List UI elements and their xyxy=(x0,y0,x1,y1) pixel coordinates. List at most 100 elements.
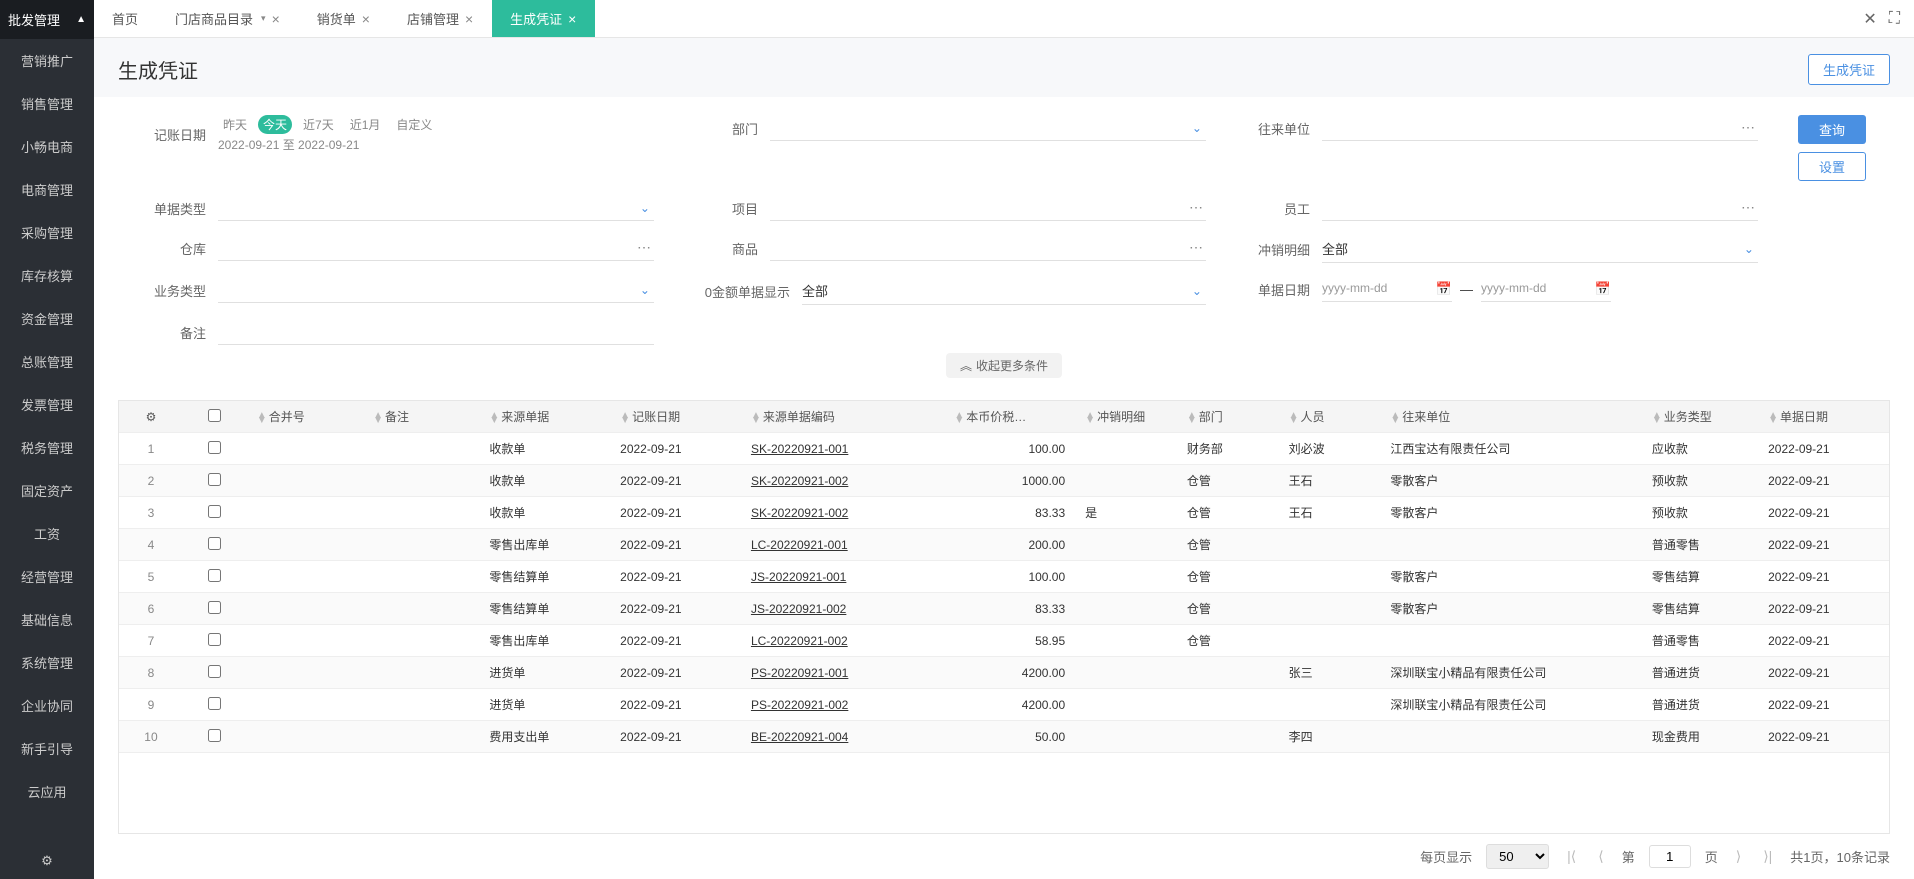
source-doc-code-link[interactable]: SK-20220921-002 xyxy=(751,474,848,488)
row-checkbox[interactable] xyxy=(208,473,221,486)
source-doc-code-link[interactable]: SK-20220921-002 xyxy=(751,506,848,520)
product-select[interactable]: ⋯ xyxy=(770,235,1206,261)
column-header[interactable]: ▲▼来源单据编码 xyxy=(741,401,944,433)
source-doc-code-link[interactable]: PS-20220921-002 xyxy=(751,698,848,712)
department-select[interactable]: ⌄ xyxy=(770,115,1206,141)
source-doc-code-link[interactable]: LC-20220921-002 xyxy=(751,634,848,648)
sidebar-item[interactable]: 工资 xyxy=(0,512,94,555)
source-doc-code-link[interactable]: LC-20220921-001 xyxy=(751,538,848,552)
close-tab-icon[interactable]: × xyxy=(568,11,576,27)
collapse-filters-button[interactable]: ︽ 收起更多条件 xyxy=(946,353,1062,378)
date-range-tag[interactable]: 近7天 xyxy=(298,115,339,134)
sidebar-item[interactable]: 总账管理 xyxy=(0,340,94,383)
row-checkbox[interactable] xyxy=(208,729,221,742)
source-doc-code-link[interactable]: BE-20220921-004 xyxy=(751,730,848,744)
sidebar-category-header[interactable]: 批发管理 ▲ xyxy=(0,0,94,39)
tab[interactable]: 生成凭证× xyxy=(492,0,595,37)
row-checkbox[interactable] xyxy=(208,601,221,614)
settings-gear-icon[interactable]: ⚙ xyxy=(0,843,94,879)
row-checkbox[interactable] xyxy=(208,697,221,710)
source-doc-code-link[interactable]: JS-20220921-002 xyxy=(751,602,846,616)
source-doc-code-link[interactable]: PS-20220921-001 xyxy=(751,666,848,680)
fullscreen-icon[interactable]: ⛶ xyxy=(1889,10,1900,28)
close-tab-icon[interactable]: × xyxy=(362,11,370,27)
partner-select[interactable]: ⋯ xyxy=(1322,115,1758,141)
column-header[interactable]: ▲▼来源单据 xyxy=(479,401,610,433)
prev-page-button[interactable]: ⟨ xyxy=(1594,848,1607,865)
sidebar-item[interactable]: 基础信息 xyxy=(0,598,94,641)
project-select[interactable]: ⋯ xyxy=(770,195,1206,221)
writeoff-select[interactable]: 全部⌄ xyxy=(1322,235,1758,263)
sidebar-item[interactable]: 销售管理 xyxy=(0,82,94,125)
tab[interactable]: 店铺管理× xyxy=(389,0,492,37)
doc-date-from-input[interactable]: yyyy-mm-dd📅 xyxy=(1322,277,1452,302)
date-range-tag[interactable]: 昨天 xyxy=(218,115,252,134)
sidebar-item[interactable]: 营销推广 xyxy=(0,39,94,82)
setup-button[interactable]: 设置 xyxy=(1798,152,1866,181)
close-tab-icon[interactable]: × xyxy=(465,11,473,27)
column-header[interactable]: ▲▼人员 xyxy=(1279,401,1381,433)
column-header[interactable]: ▲▼记账日期 xyxy=(610,401,741,433)
source-doc-code-link[interactable]: SK-20220921-001 xyxy=(751,442,848,456)
column-header[interactable]: ▲▼冲销明细 xyxy=(1075,401,1177,433)
sidebar-item[interactable]: 库存核算 xyxy=(0,254,94,297)
sidebar-item[interactable]: 企业协同 xyxy=(0,684,94,727)
tab[interactable]: 首页 xyxy=(94,0,157,37)
sidebar-item[interactable]: 发票管理 xyxy=(0,383,94,426)
tab[interactable]: 门店商品目录▾× xyxy=(157,0,299,37)
gear-icon[interactable]: ⚙ xyxy=(146,410,157,424)
date-range-tag[interactable]: 今天 xyxy=(258,115,292,134)
amount-cell: 100.00 xyxy=(944,433,1075,465)
warehouse-select[interactable]: ⋯ xyxy=(218,235,654,261)
sidebar-item[interactable]: 资金管理 xyxy=(0,297,94,340)
page-number-input[interactable] xyxy=(1649,845,1691,868)
partner-cell: 江西宝达有限责任公司 xyxy=(1380,433,1642,465)
doc-date-to-input[interactable]: yyyy-mm-dd📅 xyxy=(1481,277,1611,302)
date-range-tag[interactable]: 近1月 xyxy=(345,115,386,134)
row-checkbox[interactable] xyxy=(208,665,221,678)
generate-voucher-button[interactable]: 生成凭证 xyxy=(1808,54,1890,85)
remark-input[interactable] xyxy=(218,319,654,345)
sidebar-item[interactable]: 小畅电商 xyxy=(0,125,94,168)
row-number: 1 xyxy=(119,433,183,465)
row-checkbox[interactable] xyxy=(208,441,221,454)
column-header[interactable]: ▲▼合并号 xyxy=(247,401,363,433)
query-button[interactable]: 查询 xyxy=(1798,115,1866,144)
last-page-button[interactable]: ⟩| xyxy=(1759,848,1776,865)
biz-type-select[interactable]: ⌄ xyxy=(218,277,654,303)
zero-amount-select[interactable]: 全部⌄ xyxy=(802,277,1206,305)
column-header[interactable]: ▲▼单据日期 xyxy=(1758,401,1889,433)
sidebar-item[interactable]: 云应用 xyxy=(0,770,94,813)
sidebar-item[interactable]: 经营管理 xyxy=(0,555,94,598)
employee-select[interactable]: ⋯ xyxy=(1322,195,1758,221)
table-row: 5零售结算单2022-09-21JS-20220921-001100.00仓管零… xyxy=(119,561,1889,593)
first-page-button[interactable]: |⟨ xyxy=(1563,848,1580,865)
row-checkbox[interactable] xyxy=(208,505,221,518)
sidebar-item[interactable]: 固定资产 xyxy=(0,469,94,512)
column-header[interactable]: ▲▼本币价税… xyxy=(944,401,1075,433)
doc-date-cell: 2022-09-21 xyxy=(1758,497,1889,529)
per-page-select[interactable]: 50 xyxy=(1486,844,1549,869)
column-header[interactable]: ▲▼部门 xyxy=(1177,401,1279,433)
source-doc-code-link[interactable]: JS-20220921-001 xyxy=(751,570,846,584)
person-cell xyxy=(1279,625,1381,657)
date-range-tag[interactable]: 自定义 xyxy=(391,115,437,134)
close-all-tabs-icon[interactable]: ✕ xyxy=(1863,9,1876,29)
sidebar-item[interactable]: 系统管理 xyxy=(0,641,94,684)
next-page-button[interactable]: ⟩ xyxy=(1732,848,1745,865)
tab[interactable]: 销货单× xyxy=(299,0,389,37)
select-all-checkbox[interactable] xyxy=(208,409,221,422)
column-header[interactable]: ▲▼业务类型 xyxy=(1642,401,1758,433)
sidebar-item[interactable]: 税务管理 xyxy=(0,426,94,469)
row-checkbox[interactable] xyxy=(208,537,221,550)
column-header[interactable]: ▲▼备注 xyxy=(363,401,479,433)
doc-type-select[interactable]: ⌄ xyxy=(218,195,654,221)
row-checkbox[interactable] xyxy=(208,633,221,646)
sidebar-item[interactable]: 电商管理 xyxy=(0,168,94,211)
column-header[interactable]: ▲▼往来单位 xyxy=(1380,401,1642,433)
sidebar-item[interactable]: 新手引导 xyxy=(0,727,94,770)
sidebar-item[interactable]: 采购管理 xyxy=(0,211,94,254)
row-checkbox[interactable] xyxy=(208,569,221,582)
close-tab-icon[interactable]: × xyxy=(272,11,280,27)
partner-cell xyxy=(1380,529,1642,561)
